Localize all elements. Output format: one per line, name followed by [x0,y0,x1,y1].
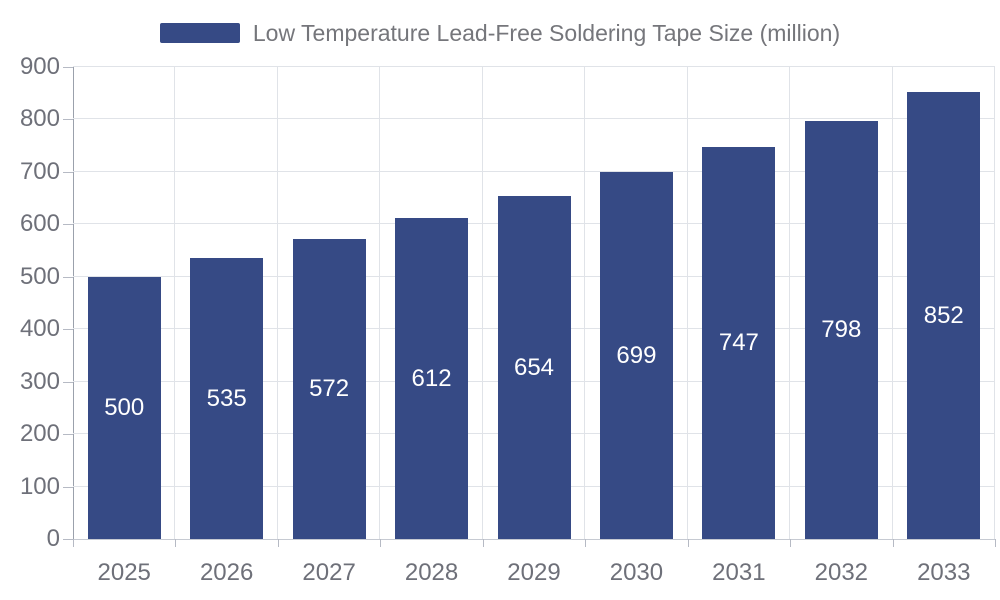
gridline-horizontal [73,66,995,67]
bar[interactable]: 798 [804,120,878,539]
x-axis-tick-label: 2031 [712,559,766,586]
bar-value-label: 747 [718,329,759,357]
y-axis-tick-label: 100 [19,472,60,500]
legend-swatch [159,23,240,43]
x-axis-tick [995,539,996,547]
y-axis-tick [63,381,73,383]
gridline-horizontal [73,118,995,120]
gridline-horizontal [73,170,995,172]
bar-value-label: 654 [513,353,555,381]
y-axis-tick [63,171,73,173]
x-axis-tick-label: 2029 [507,559,561,586]
y-axis-tick-label: 800 [19,105,60,133]
y-axis-tick-label: 200 [19,420,60,448]
gridline-vertical [276,67,278,539]
bar-value-label: 572 [309,375,350,403]
x-axis-tick-label: 2027 [302,559,356,586]
bar-value-label: 535 [206,384,247,412]
x-axis-tick [175,539,177,547]
chart-legend[interactable]: Low Temperature Lead-Free Soldering Tape… [0,19,1000,47]
x-axis-line [73,539,995,540]
x-axis-tick [482,539,484,547]
y-axis-line [73,67,74,539]
bar-value-label: 612 [411,364,452,392]
y-axis-tick [63,486,73,488]
x-axis-tick [892,539,894,547]
y-axis-tick [63,224,73,226]
bar[interactable]: 612 [395,218,469,539]
x-axis-tick-label: 2025 [97,559,151,586]
x-axis-tick-label: 2028 [404,559,459,586]
x-axis-tick [585,539,587,547]
x-axis-tick [73,539,74,547]
bar[interactable]: 654 [497,196,571,539]
y-axis-tick-label: 900 [19,53,60,80]
y-axis-tick [63,329,73,331]
bar[interactable]: 852 [907,92,981,539]
y-axis-tick [63,119,73,121]
bar[interactable]: 500 [87,276,161,539]
bar[interactable]: 572 [292,239,366,539]
bar-value-label: 852 [923,301,964,329]
bar-value-label: 500 [104,393,145,421]
bar[interactable]: 747 [702,147,776,539]
bar[interactable]: 535 [190,258,264,539]
x-axis-tick [790,539,792,547]
y-axis-tick-label: 300 [19,367,60,395]
x-axis-tick-label: 2030 [609,559,664,586]
x-axis-tick-label: 2026 [199,559,254,586]
x-axis-tick [687,539,689,547]
y-axis-tick [63,539,73,540]
y-axis-tick-label: 400 [19,315,60,343]
y-axis-tick [63,434,73,436]
bar-value-label: 798 [821,315,862,343]
y-axis-tick-label: 0 [46,525,60,552]
x-axis-tick-label: 2032 [814,559,869,586]
legend-label: Low Temperature Lead-Free Soldering Tape… [252,20,841,46]
y-axis-tick [63,276,73,278]
gridline-vertical [584,67,586,539]
gridline-vertical [174,67,176,539]
y-axis-tick-label: 500 [19,262,60,290]
plot-area: 500 535 572 612 654 699 747 798 852 [73,66,995,540]
x-axis-tick-label: 2033 [917,559,971,586]
gridline-vertical [686,67,688,539]
x-axis-tick [380,539,382,547]
gridline-vertical [891,67,893,539]
x-axis-tick [277,539,279,547]
y-axis-tick-label: 700 [19,157,60,185]
bar-value-label: 699 [616,341,657,369]
y-axis-tick-label: 600 [19,210,60,238]
bar[interactable]: 699 [599,172,673,539]
gridline-vertical [994,67,995,539]
gridline-vertical [789,67,791,539]
y-axis-tick [63,67,73,68]
gridline-vertical [379,67,381,539]
gridline-vertical [481,67,483,539]
